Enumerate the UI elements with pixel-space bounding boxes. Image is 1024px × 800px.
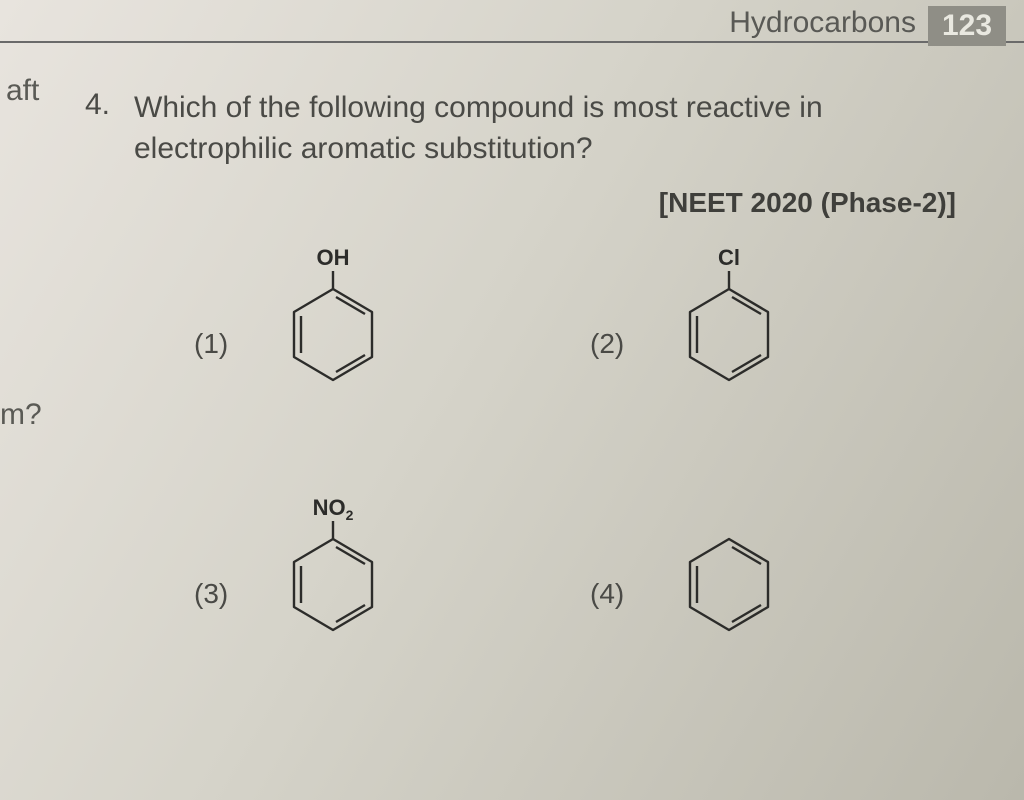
options-grid: (1) OH — [134, 259, 986, 679]
option-1: (1) OH — [194, 259, 590, 429]
substituent-oh: OH — [317, 245, 350, 270]
molecule-nitrobenzene: NO2 — [258, 509, 408, 679]
option-2: (2) Cl — [590, 259, 986, 429]
exam-tag: [NEET 2020 (Phase-2)] — [134, 187, 986, 219]
question-text: Which of the following compound is most … — [134, 88, 986, 169]
option-4-label: (4) — [590, 578, 640, 610]
question-row: 4. Which of the following compound is mo… — [64, 88, 1006, 679]
page-header: Hydrocarbons 123 — [18, 10, 1006, 60]
molecule-chlorobenzene: Cl — [654, 259, 804, 429]
header-rule — [0, 41, 1024, 43]
option-3: (3) NO2 — [194, 509, 590, 679]
option-4: (4) — [590, 509, 986, 679]
page: Hydrocarbons 123 aft m? 4. Which of the … — [0, 0, 1024, 800]
question-number: 4. — [64, 88, 134, 679]
molecule-benzene — [654, 509, 804, 679]
option-3-label: (3) — [194, 578, 244, 610]
page-number: 123 — [928, 6, 1006, 46]
substituent-cl: Cl — [718, 245, 740, 270]
substituent-no2: NO2 — [313, 495, 354, 523]
margin-fragment-mid: m? — [0, 398, 42, 432]
margin-fragment-top: aft — [6, 74, 39, 108]
option-1-label: (1) — [194, 328, 244, 360]
question-body: Which of the following compound is most … — [134, 88, 1006, 679]
option-2-label: (2) — [590, 328, 640, 360]
chapter-title: Hydrocarbons — [729, 6, 916, 40]
molecule-phenol: OH — [258, 259, 408, 429]
